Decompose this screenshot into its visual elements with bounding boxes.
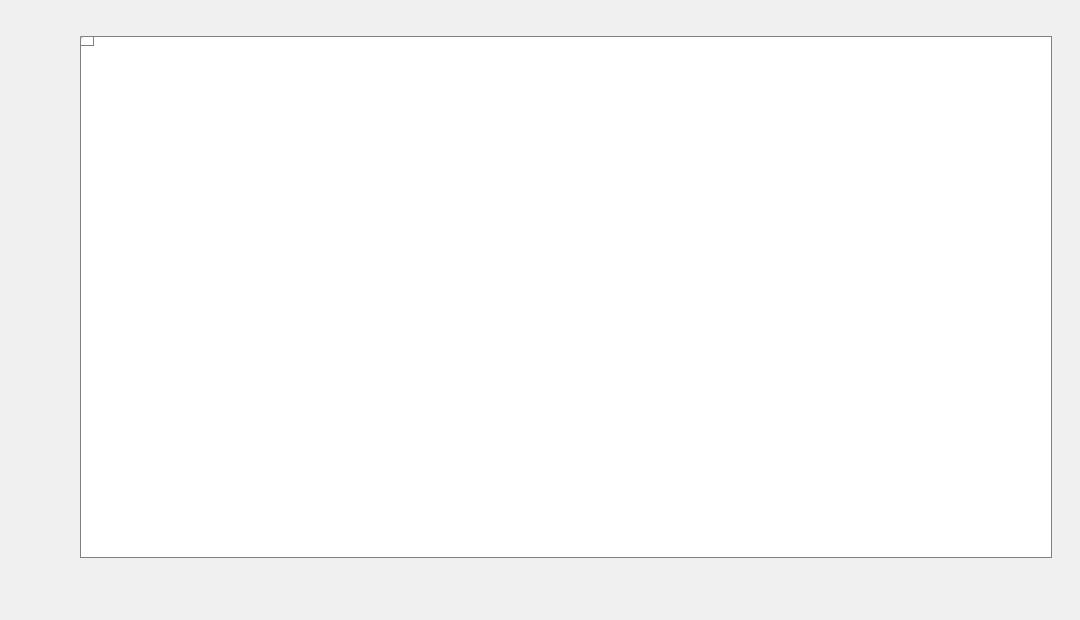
figure (6, 6, 1074, 614)
axes-container (80, 36, 1050, 556)
plot-svg (81, 37, 1051, 557)
legend[interactable] (80, 36, 94, 46)
plot-area[interactable] (80, 36, 1052, 558)
context-menu[interactable] (80, 36, 82, 38)
